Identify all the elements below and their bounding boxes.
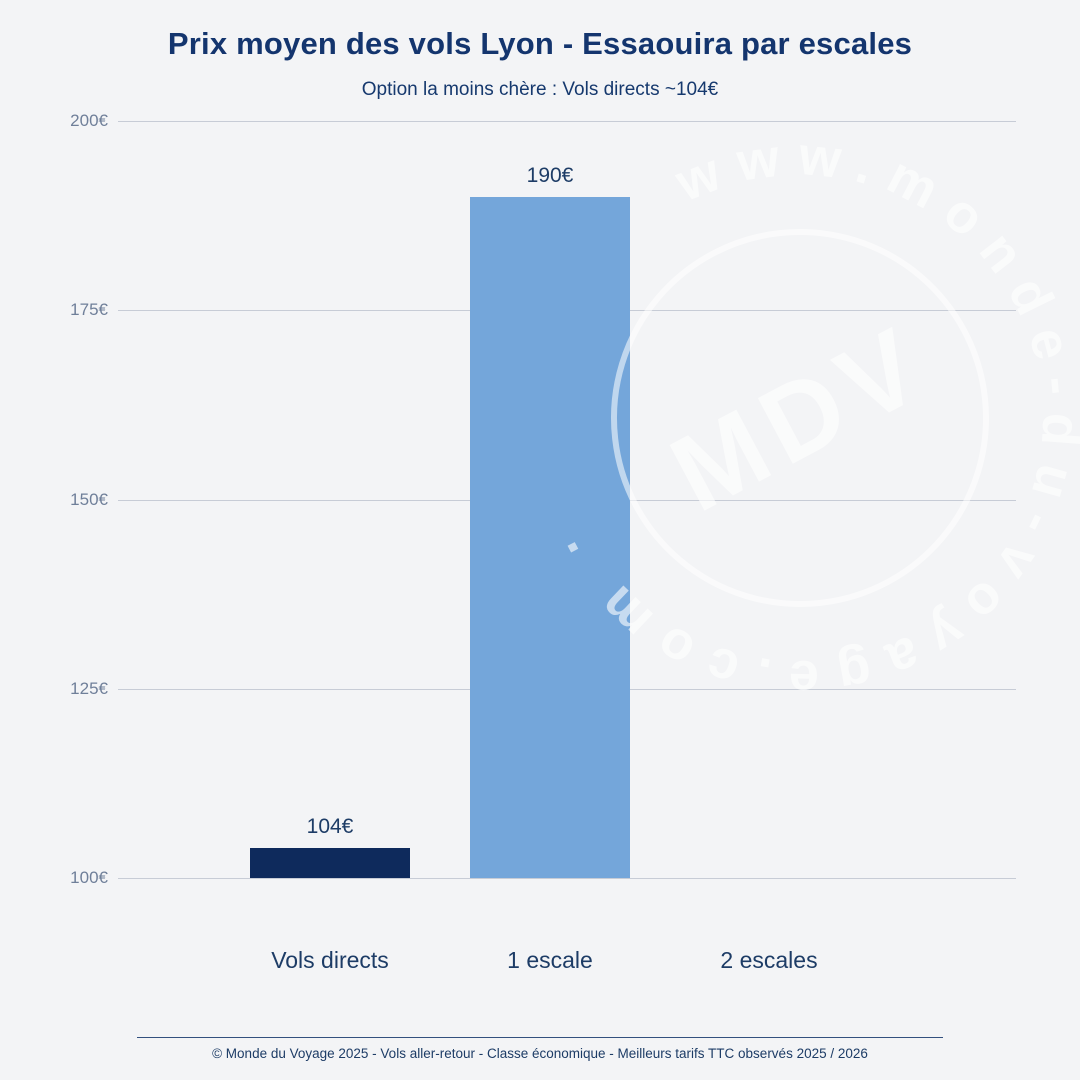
y-tick-label: 150€ bbox=[70, 489, 108, 509]
bar-value-label: 104€ bbox=[306, 814, 354, 838]
bar bbox=[470, 196, 630, 878]
bars: 104€ 190€ bbox=[118, 121, 1016, 878]
gridline bbox=[118, 878, 1016, 879]
x-category-label: 2 escales bbox=[720, 947, 818, 973]
bar-value-label: 190€ bbox=[526, 163, 574, 187]
x-category-label: 1 escale bbox=[507, 947, 593, 973]
plot-area: 104€ 190€ bbox=[118, 121, 1016, 879]
gridline bbox=[118, 121, 1016, 122]
footer: © Monde du Voyage 2025 - Vols aller-reto… bbox=[0, 1037, 1080, 1061]
bar bbox=[250, 847, 410, 878]
footer-text: © Monde du Voyage 2025 - Vols aller-reto… bbox=[212, 1046, 868, 1061]
y-tick-label: 200€ bbox=[70, 111, 108, 130]
x-category-label: Vols directs bbox=[271, 947, 389, 973]
y-tick-label: 175€ bbox=[70, 300, 108, 320]
y-tick-label: 125€ bbox=[70, 678, 108, 698]
y-tick-label: 100€ bbox=[70, 868, 108, 887]
footer-divider bbox=[137, 1037, 943, 1038]
chart-subtitle: Option la moins chère : Vols directs ~10… bbox=[361, 79, 719, 100]
chart-title: Prix moyen des vols Lyon - Essaouira par… bbox=[167, 26, 913, 61]
